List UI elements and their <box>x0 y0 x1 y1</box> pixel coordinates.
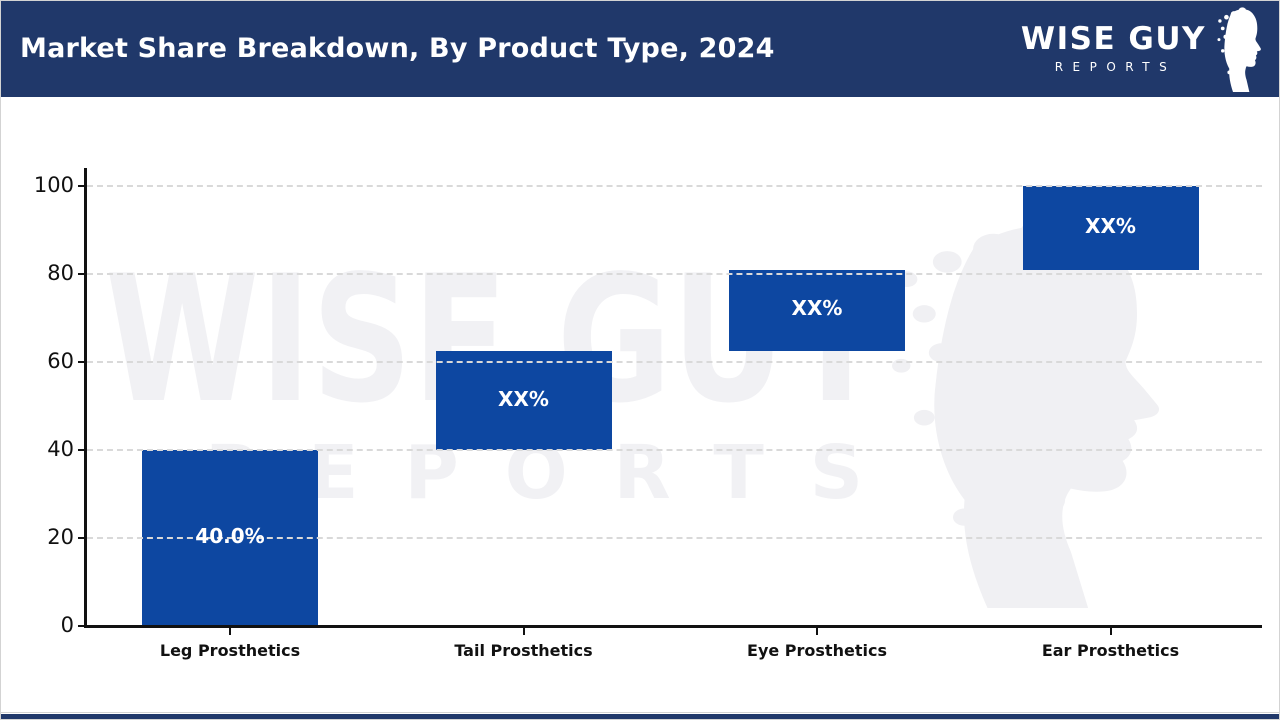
y-tick-mark <box>78 361 86 363</box>
wise-guy-logo: WISE GUY REPORTS <box>1021 6 1270 92</box>
logo-face-icon <box>1217 6 1261 92</box>
gridline-y100 <box>87 185 1262 187</box>
bar-eye-prosthetics <box>729 269 905 351</box>
x-tick-label-eye-prosthetics: Eye Prosthetics <box>747 641 887 660</box>
logo-reports-label: REPORTS <box>1054 59 1177 74</box>
footer-bar <box>0 714 1280 720</box>
y-tick-mark <box>78 273 86 275</box>
y-tick-label-20: 20 <box>47 525 74 549</box>
bar-ear-prosthetics <box>1022 186 1199 270</box>
x-tick-label-leg-prosthetics: Leg Prosthetics <box>159 641 301 660</box>
y-tick-label-0: 0 <box>60 613 74 637</box>
bar-value-label: 40.0% <box>195 524 265 548</box>
x-tick-mark <box>229 628 231 635</box>
y-axis-line <box>84 168 87 628</box>
x-tick-mark <box>1109 628 1112 635</box>
bar-tail-prosthetics <box>435 351 612 450</box>
x-tick-label-ear-prosthetics: Ear Prosthetics <box>1041 641 1180 660</box>
header-bar: Market Share Breakdown, By Product Type,… <box>0 0 1280 97</box>
x-tick-mark <box>522 628 525 635</box>
chart-title: Market Share Breakdown, By Product Type,… <box>20 33 775 64</box>
gridline-y80 <box>87 273 1262 275</box>
logo-text: WISE GUY REPORTS <box>1020 20 1206 74</box>
y-tick-mark <box>78 185 86 187</box>
y-tick-label-40: 40 <box>47 437 74 461</box>
bar-value-label: XX% <box>498 386 549 411</box>
x-tick-mark <box>816 628 818 635</box>
x-tick-label-tail-prosthetics: Tail Prosthetics <box>454 641 593 660</box>
y-tick-label-60: 60 <box>47 349 74 373</box>
y-tick-label-80: 80 <box>47 261 74 285</box>
watermark-dotted-head-icon <box>892 216 1160 608</box>
gridline-y60 <box>87 361 1262 363</box>
y-tick-label-100: 100 <box>33 173 74 197</box>
gridline-y20 <box>87 537 1262 539</box>
bar-value-label: XX% <box>791 296 843 321</box>
x-axis-line <box>84 625 1262 628</box>
bottom-divider <box>0 712 1280 713</box>
gridline-y40 <box>87 449 1262 451</box>
logo-wiseguy-label: WISE GUY <box>1020 20 1206 57</box>
bar-value-label: XX% <box>1085 213 1136 238</box>
y-tick-mark <box>78 449 86 451</box>
y-tick-mark <box>78 537 86 539</box>
y-tick-mark <box>78 625 86 627</box>
